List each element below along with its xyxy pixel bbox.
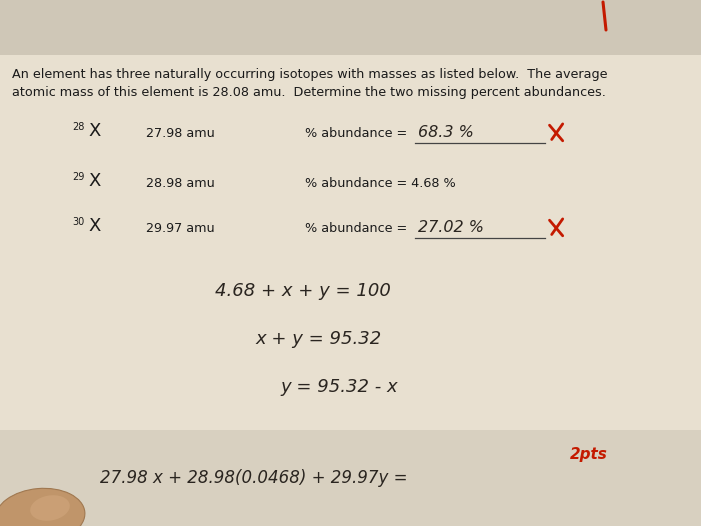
Text: % abundance = 4.68 %: % abundance = 4.68 % — [305, 177, 456, 190]
Text: 28.98 amu: 28.98 amu — [146, 177, 215, 190]
Text: X: X — [88, 172, 100, 190]
Ellipse shape — [0, 488, 85, 526]
Text: 28: 28 — [72, 122, 84, 132]
Text: atomic mass of this element is 28.08 amu.  Determine the two missing percent abu: atomic mass of this element is 28.08 amu… — [12, 86, 606, 99]
Text: X: X — [88, 122, 100, 140]
Text: x + y = 95.32: x + y = 95.32 — [255, 330, 381, 348]
Text: 29.97 amu: 29.97 amu — [146, 222, 215, 235]
Text: 27.02 %: 27.02 % — [418, 220, 484, 235]
Text: 4.68 + x + y = 100: 4.68 + x + y = 100 — [215, 282, 391, 300]
Text: 29: 29 — [72, 172, 84, 182]
Text: 27.98 x + 28.98(0.0468) + 29.97y =: 27.98 x + 28.98(0.0468) + 29.97y = — [100, 469, 407, 487]
Text: An element has three naturally occurring isotopes with masses as listed below.  : An element has three naturally occurring… — [12, 68, 608, 81]
Text: y = 95.32 - x: y = 95.32 - x — [280, 378, 397, 396]
Text: 2pts: 2pts — [570, 447, 608, 462]
Text: 30: 30 — [72, 217, 84, 227]
Bar — [0, 0, 701, 55]
Bar — [0, 430, 701, 526]
Text: X: X — [88, 217, 100, 235]
Text: 68.3 %: 68.3 % — [418, 125, 474, 140]
Text: % abundance =: % abundance = — [305, 222, 407, 235]
Text: 27.98 amu: 27.98 amu — [146, 127, 215, 140]
Ellipse shape — [30, 495, 70, 521]
Text: % abundance =: % abundance = — [305, 127, 407, 140]
